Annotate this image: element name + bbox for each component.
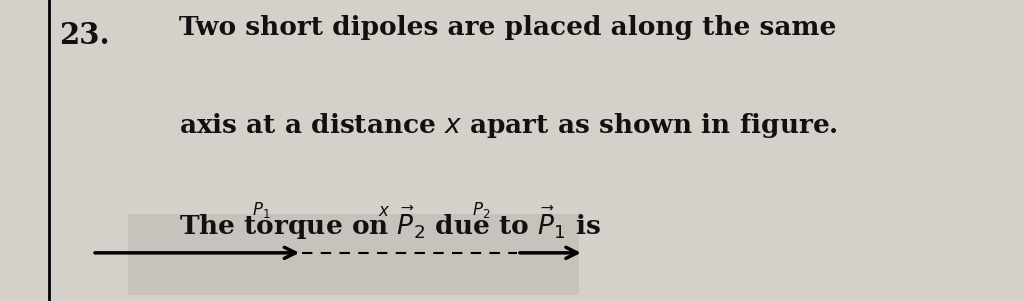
Text: $P_2$: $P_2$ <box>472 200 490 220</box>
Text: Two short dipoles are placed along the same: Two short dipoles are placed along the s… <box>179 15 837 40</box>
Text: 23.: 23. <box>59 21 110 50</box>
Text: $P_1$: $P_1$ <box>252 200 270 220</box>
Bar <box>128 214 579 295</box>
Text: The torque on $\vec{P}_2$ due to $\vec{P}_1$ is: The torque on $\vec{P}_2$ due to $\vec{P… <box>179 205 601 242</box>
Text: $x$: $x$ <box>378 202 390 220</box>
Text: axis at a distance $\mathit{x}$ apart as shown in figure.: axis at a distance $\mathit{x}$ apart as… <box>179 111 838 140</box>
